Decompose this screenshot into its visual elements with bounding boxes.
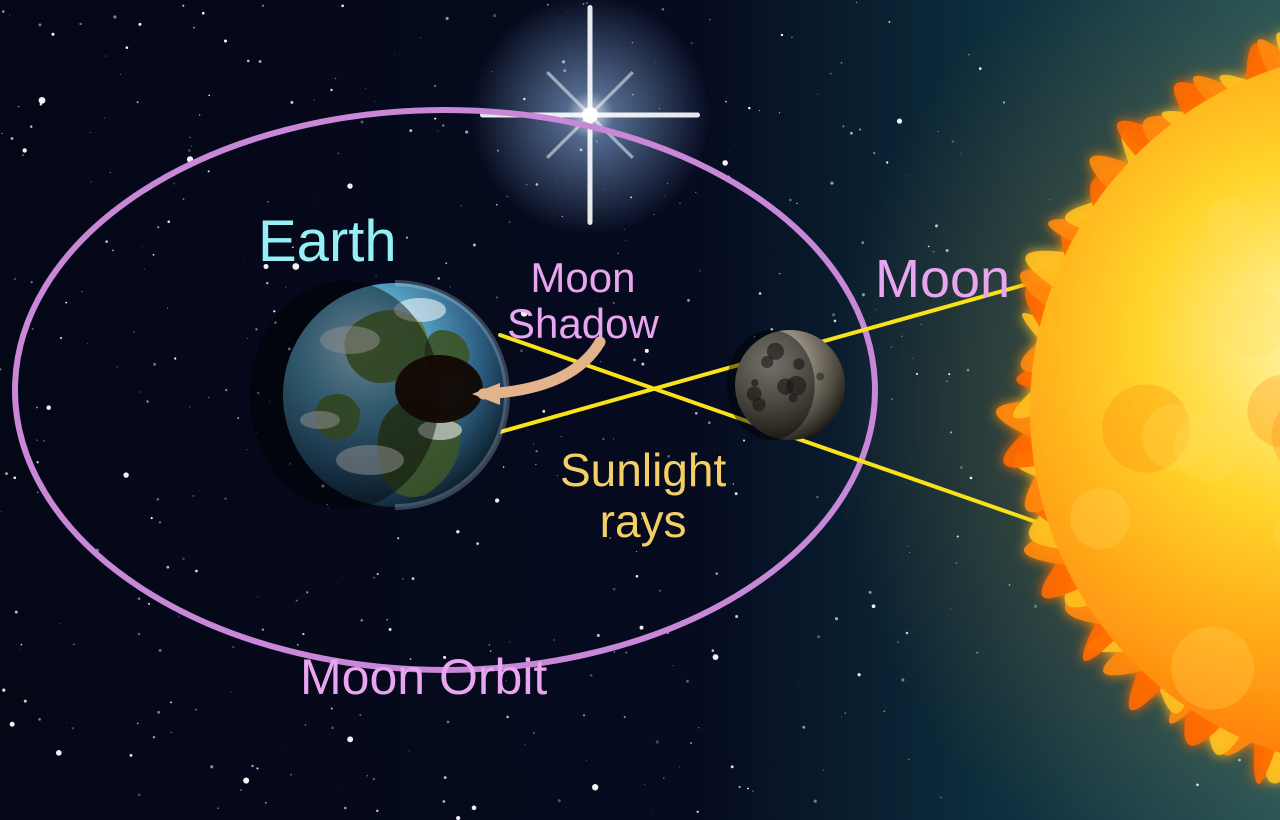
eclipse-diagram: EarthMoonMoon OrbitMoon ShadowSunlight r… (0, 0, 1280, 820)
scene-svg (0, 0, 1280, 820)
moon (727, 330, 845, 440)
bright-star (470, 0, 710, 235)
umbra-spot (395, 355, 483, 423)
earth (249, 281, 507, 509)
